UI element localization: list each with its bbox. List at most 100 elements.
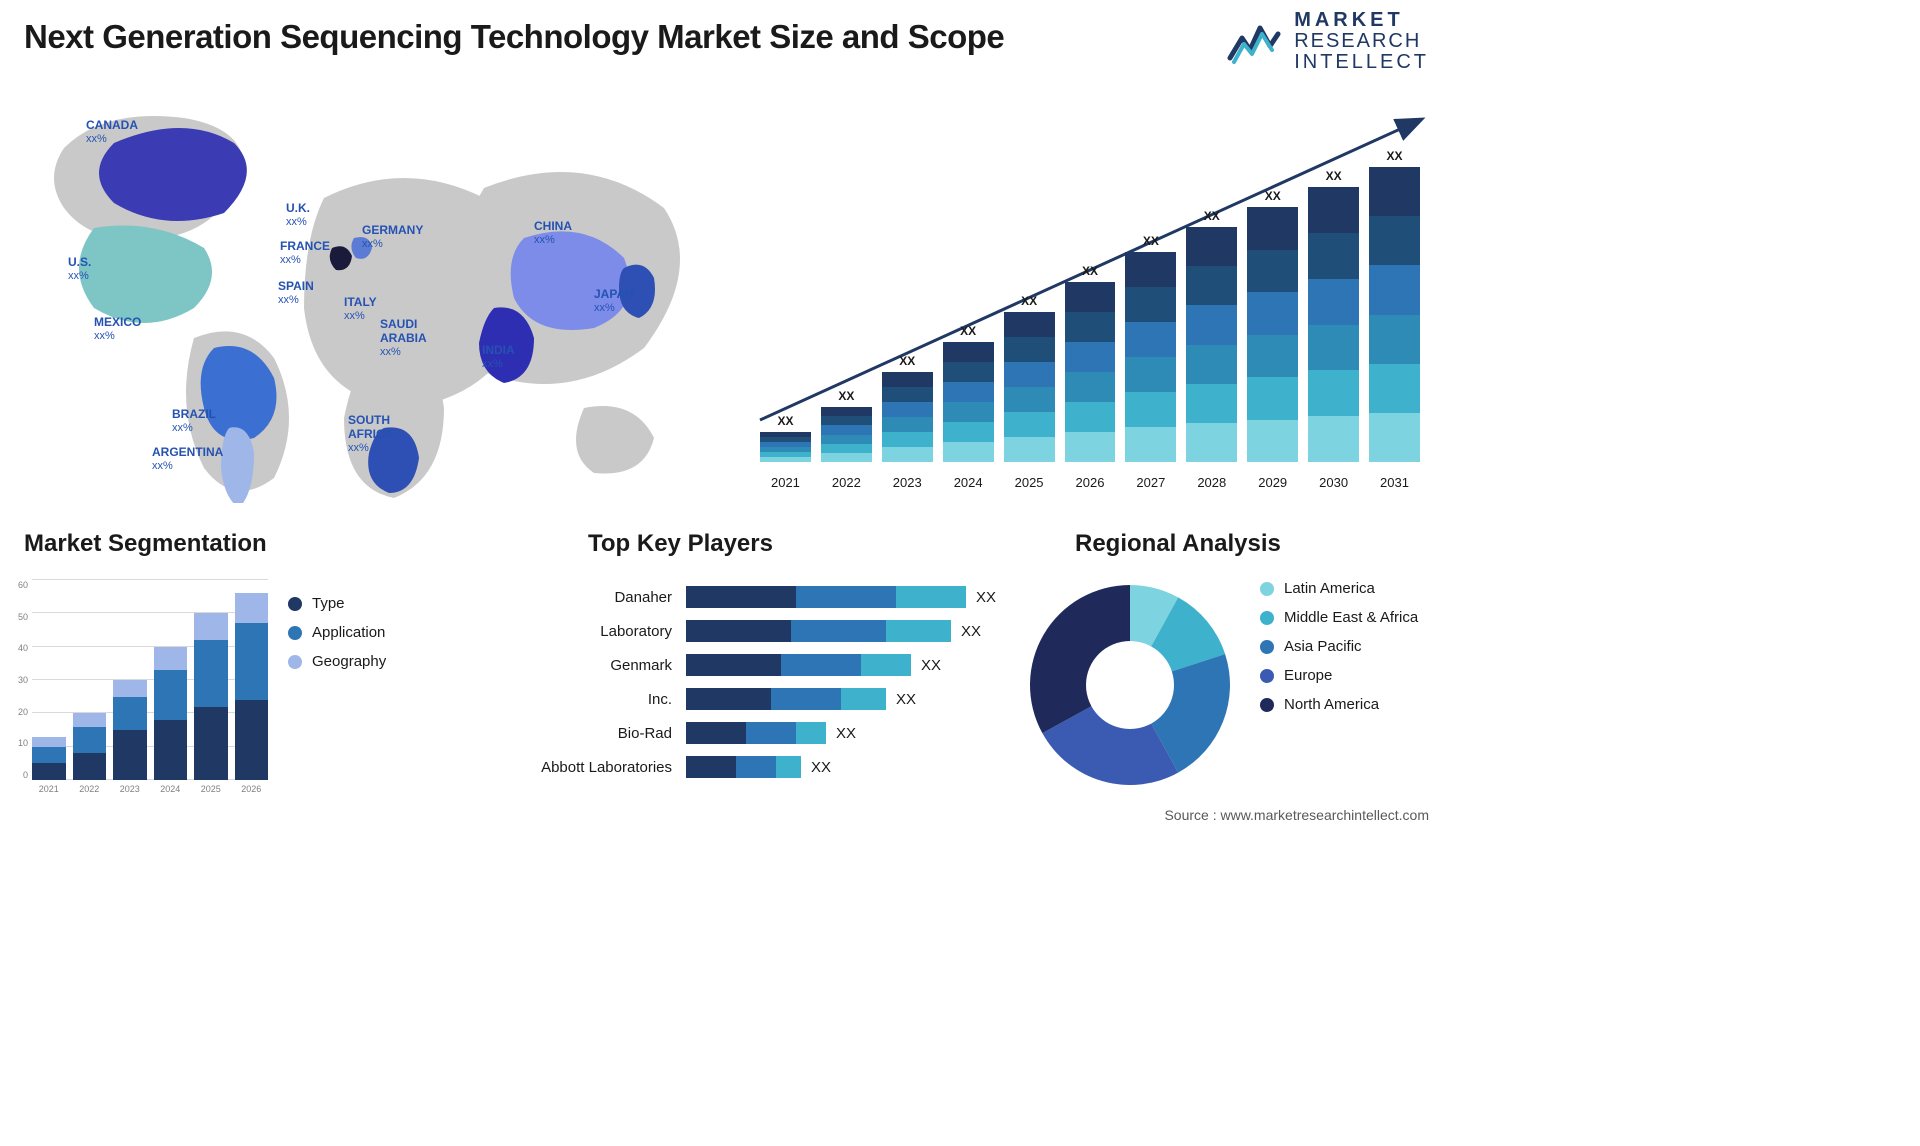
player-value: XX xyxy=(961,623,981,640)
regional-legend-middle-east-africa: Middle East & Africa xyxy=(1260,609,1418,626)
growth-year-label: 2022 xyxy=(821,475,872,490)
seg-bar-2024 xyxy=(154,647,188,780)
player-row-inc-: Inc. XX xyxy=(530,682,1030,716)
growth-bar-2023: XX xyxy=(882,354,933,462)
growth-year-label: 2029 xyxy=(1247,475,1298,490)
growth-bar-value: XX xyxy=(1387,149,1403,163)
growth-year-label: 2023 xyxy=(882,475,933,490)
seg-ytick: 40 xyxy=(8,643,28,653)
growth-year-label: 2030 xyxy=(1308,475,1359,490)
growth-bar-2031: XX xyxy=(1369,149,1420,462)
player-name: Bio-Rad xyxy=(530,725,686,742)
country-label-saudi-arabia: SAUDIARABIAxx% xyxy=(380,318,427,358)
growth-bar-2024: XX xyxy=(943,324,994,462)
growth-bar-value: XX xyxy=(1021,294,1037,308)
growth-year-label: 2028 xyxy=(1186,475,1237,490)
regional-legend-asia-pacific: Asia Pacific xyxy=(1260,638,1418,655)
seg-year-label: 2026 xyxy=(235,784,269,800)
growth-chart: XX XX XX XX XX XX XX XX XX XX XX 2021 2022 2023 2024 2… xyxy=(760,90,1420,490)
seg-year-label: 2021 xyxy=(32,784,66,800)
growth-bar-2028: XX xyxy=(1186,209,1237,462)
seg-ytick: 0 xyxy=(8,770,28,780)
brand-logo: MARKET RESEARCH INTELLECT xyxy=(1226,10,1429,73)
country-label-argentina: ARGENTINAxx% xyxy=(152,446,223,472)
regional-panel: Regional Analysis xyxy=(1075,530,1281,558)
player-value: XX xyxy=(896,691,916,708)
country-label-canada: CANADAxx% xyxy=(86,119,138,145)
player-name: Inc. xyxy=(530,691,686,708)
seg-year-label: 2024 xyxy=(154,784,188,800)
seg-ytick: 20 xyxy=(8,707,28,717)
growth-year-label: 2031 xyxy=(1369,475,1420,490)
segmentation-chart: 0102030405060 202120222023202420252026 xyxy=(8,580,268,800)
player-row-abbott-laboratories: Abbott Laboratories XX xyxy=(530,750,1030,784)
source-text: Source : www.marketresearchintellect.com xyxy=(1164,807,1429,823)
seg-legend-type: Type xyxy=(288,595,386,612)
players-chart: DanaherXXLaboratoryXXGenmarkXXInc.XXBio-… xyxy=(530,580,1030,784)
seg-year-label: 2022 xyxy=(73,784,107,800)
growth-bar-value: XX xyxy=(899,354,915,368)
growth-bar-value: XX xyxy=(1082,264,1098,278)
country-label-india: INDIAxx% xyxy=(482,344,515,370)
country-label-u-k-: U.K.xx% xyxy=(286,202,310,228)
growth-bar-value: XX xyxy=(1143,234,1159,248)
player-value: XX xyxy=(976,589,996,606)
player-value: XX xyxy=(836,725,856,742)
seg-ytick: 60 xyxy=(8,580,28,590)
growth-bar-value: XX xyxy=(1326,169,1342,183)
growth-bar-value: XX xyxy=(960,324,976,338)
page-title: Next Generation Sequencing Technology Ma… xyxy=(24,18,1004,56)
segmentation-legend: Type Application Geography xyxy=(288,595,386,682)
seg-ytick: 30 xyxy=(8,675,28,685)
growth-bar-2022: XX xyxy=(821,389,872,462)
country-label-brazil: BRAZILxx% xyxy=(172,408,216,434)
regional-legend-europe: Europe xyxy=(1260,667,1418,684)
regional-legend-north-america: North America xyxy=(1260,696,1418,713)
player-name: Genmark xyxy=(530,657,686,674)
country-label-china: CHINAxx% xyxy=(534,220,572,246)
growth-bar-2029: XX xyxy=(1247,189,1298,462)
players-title: Top Key Players xyxy=(588,530,1018,558)
growth-bar-2025: XX xyxy=(1004,294,1055,462)
seg-legend-geography: Geography xyxy=(288,653,386,670)
seg-ytick: 10 xyxy=(8,738,28,748)
seg-bar-2025 xyxy=(194,613,228,780)
player-value: XX xyxy=(811,759,831,776)
logo-line2: RESEARCH xyxy=(1294,31,1429,52)
country-label-japan: JAPANxx% xyxy=(594,288,634,314)
growth-bar-value: XX xyxy=(1204,209,1220,223)
world-map: CANADAxx%U.S.xx%MEXICOxx%BRAZILxx%ARGENT… xyxy=(24,88,724,503)
country-label-south-africa: SOUTHAFRICAxx% xyxy=(348,414,393,454)
regional-donut xyxy=(1020,575,1240,795)
segmentation-title: Market Segmentation xyxy=(24,530,454,558)
players-panel: Top Key Players xyxy=(588,530,1018,558)
growth-bar-value: XX xyxy=(777,414,793,428)
logo-icon xyxy=(1226,14,1282,70)
seg-bar-2021 xyxy=(32,737,66,780)
logo-line3: INTELLECT xyxy=(1294,52,1429,73)
growth-bar-2030: XX xyxy=(1308,169,1359,462)
player-row-bio-rad: Bio-Rad XX xyxy=(530,716,1030,750)
seg-year-label: 2023 xyxy=(113,784,147,800)
regional-title: Regional Analysis xyxy=(1075,530,1281,558)
growth-year-label: 2024 xyxy=(943,475,994,490)
growth-year-label: 2026 xyxy=(1065,475,1116,490)
country-label-france: FRANCExx% xyxy=(280,240,330,266)
player-name: Laboratory xyxy=(530,623,686,640)
seg-legend-application: Application xyxy=(288,624,386,641)
growth-year-label: 2021 xyxy=(760,475,811,490)
country-label-spain: SPAINxx% xyxy=(278,280,314,306)
player-row-genmark: GenmarkXX xyxy=(530,648,1030,682)
growth-year-label: 2025 xyxy=(1004,475,1055,490)
player-row-danaher: Danaher XX xyxy=(530,580,1030,614)
country-label-mexico: MEXICOxx% xyxy=(94,316,141,342)
growth-year-label: 2027 xyxy=(1125,475,1176,490)
growth-bar-2027: XX xyxy=(1125,234,1176,462)
seg-bar-2023 xyxy=(113,680,147,780)
seg-bar-2022 xyxy=(73,713,107,780)
player-name: Danaher xyxy=(530,589,686,606)
growth-bar-2026: XX xyxy=(1065,264,1116,462)
player-name: Abbott Laboratories xyxy=(530,759,686,776)
growth-bar-2021: XX xyxy=(760,414,811,462)
country-label-italy: ITALYxx% xyxy=(344,296,377,322)
